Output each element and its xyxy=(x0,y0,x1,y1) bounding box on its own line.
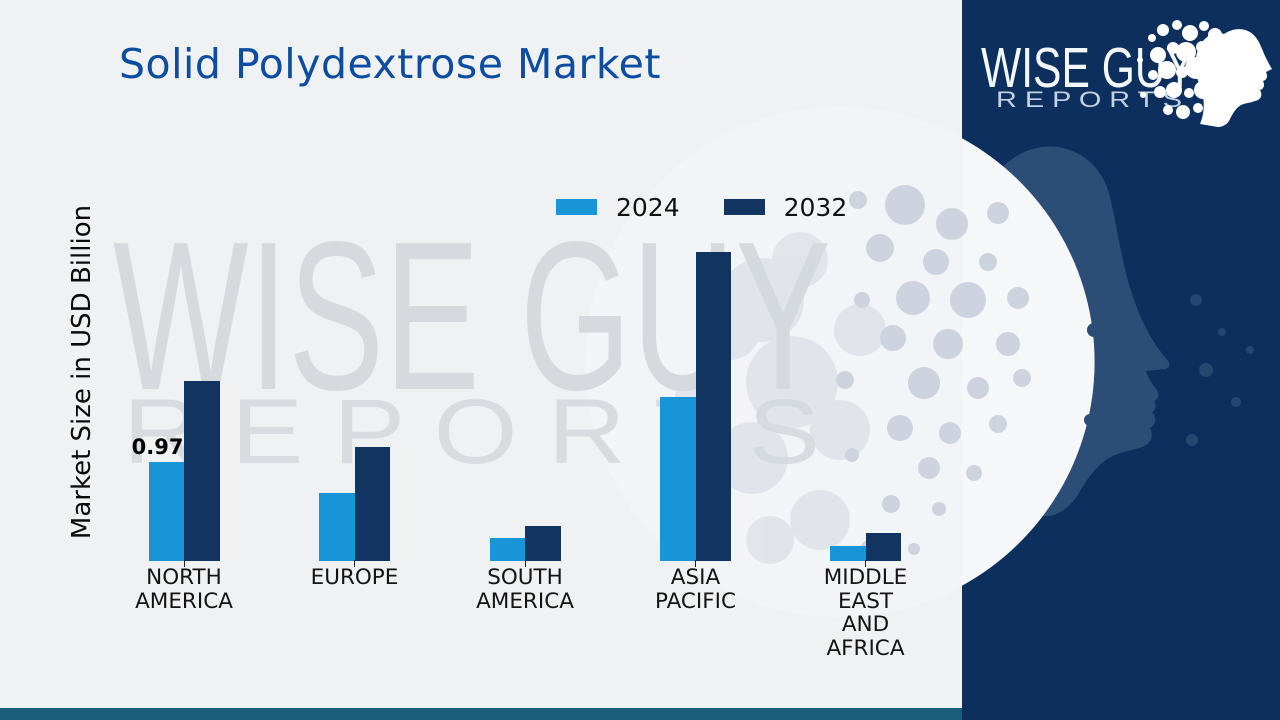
x-axis-tick xyxy=(354,560,355,567)
page-title: Solid Polydextrose Market xyxy=(119,40,661,88)
bar-2024-south-america xyxy=(489,538,525,561)
bar-2024-europe xyxy=(319,493,355,561)
x-axis-label-europe: EUROPE xyxy=(310,565,399,590)
bar-2024-middle-east-and-africa xyxy=(830,545,866,561)
bar-2032-north-america xyxy=(184,380,220,561)
bar-2024-north-america xyxy=(148,461,184,561)
x-axis-tick xyxy=(183,560,185,567)
bar-2032-asia-pacific xyxy=(695,252,731,561)
bar-2032-south-america xyxy=(525,526,561,561)
chart-legend: 2024 2032 xyxy=(556,192,847,222)
bar-2032-europe xyxy=(354,447,390,561)
y-axis-label: Market Size in USD Billion xyxy=(67,204,97,540)
legend-label-2032: 2032 xyxy=(783,192,848,222)
legend-swatch-2024 xyxy=(556,199,597,215)
legend-entry-2032: 2032 xyxy=(723,192,848,222)
bar-2024-asia-pacific xyxy=(660,397,696,561)
x-axis-label-north-america: NORTH AMERICA xyxy=(135,565,233,614)
legend-label-2024: 2024 xyxy=(616,192,680,222)
legend-entry-2024: 2024 xyxy=(556,193,680,222)
legend-swatch-2032 xyxy=(723,199,765,215)
x-axis-label-middle-east-and-africa: MIDDLE EAST AND AFRICA xyxy=(823,565,908,661)
bar-2032-middle-east-and-africa xyxy=(865,533,901,561)
x-axis-tick xyxy=(524,560,526,567)
x-axis-label-south-america: SOUTH AMERICA xyxy=(476,565,574,614)
x-axis-label-asia-pacific: ASIA PACIFIC xyxy=(655,565,736,614)
bar-value-label: 0.97 xyxy=(131,434,184,459)
